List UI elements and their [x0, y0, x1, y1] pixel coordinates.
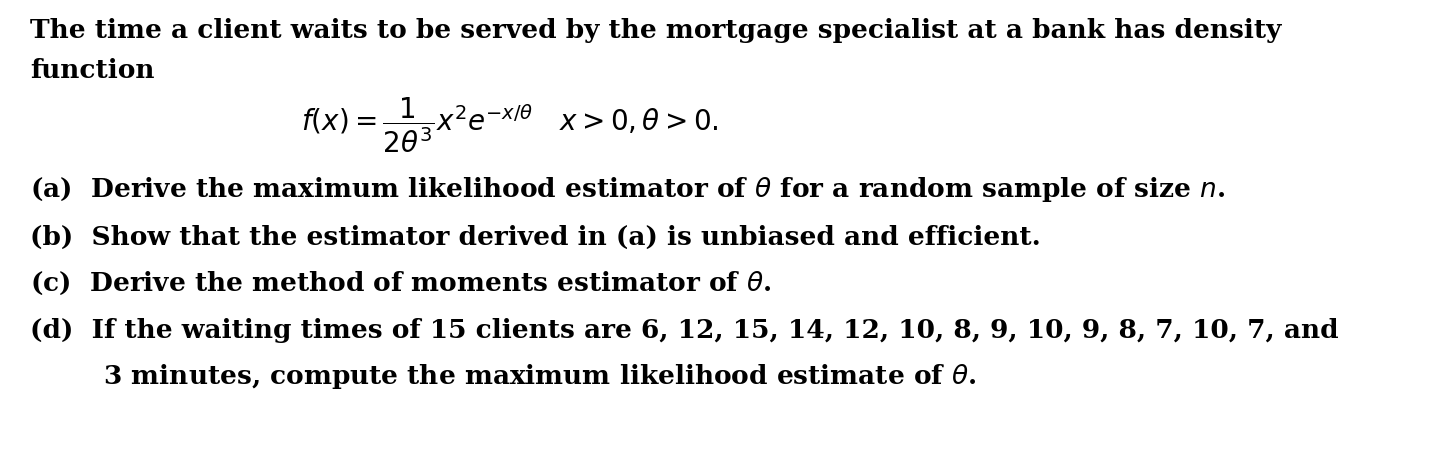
Text: (c)  Derive the method of moments estimator of $\theta$.: (c) Derive the method of moments estimat…: [31, 270, 772, 297]
Text: (a)  Derive the maximum likelihood estimator of $\theta$ for a random sample of : (a) Derive the maximum likelihood estima…: [31, 175, 1226, 204]
Text: (d)  If the waiting times of 15 clients are 6, 12, 15, 14, 12, 10, 8, 9, 10, 9, : (d) If the waiting times of 15 clients a…: [31, 318, 1338, 343]
Text: (b)  Show that the estimator derived in (a) is unbiased and efficient.: (b) Show that the estimator derived in (…: [31, 225, 1041, 250]
Text: function: function: [31, 58, 154, 83]
Text: $f(x) = \dfrac{1}{2\theta^3}x^2e^{-x/\theta} \quad x > 0, \theta > 0.$: $f(x) = \dfrac{1}{2\theta^3}x^2e^{-x/\th…: [301, 95, 719, 155]
Text: 3 minutes, compute the maximum likelihood estimate of $\theta$.: 3 minutes, compute the maximum likelihoo…: [31, 362, 977, 391]
Text: The time a client waits to be served by the mortgage specialist at a bank has de: The time a client waits to be served by …: [31, 18, 1281, 43]
